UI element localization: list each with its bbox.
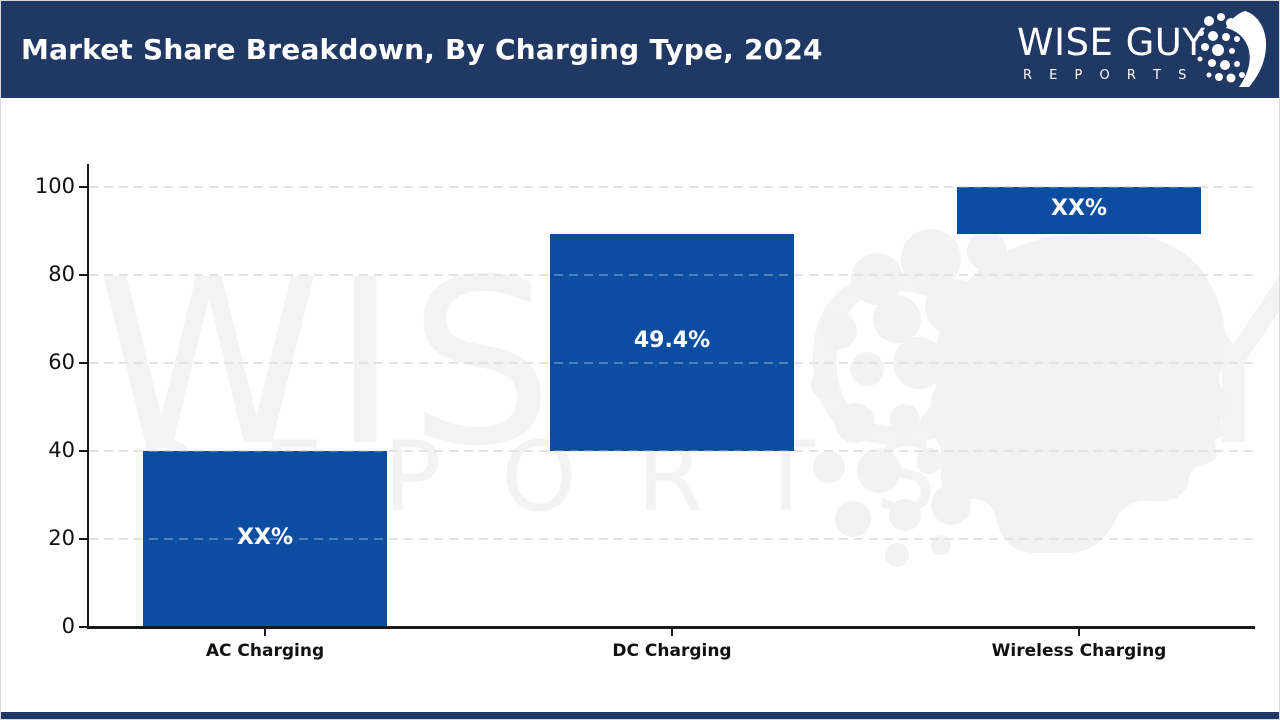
bar-value-label: 49.4% [633,328,711,354]
bar-value-label: XX% [237,525,293,550]
bar-segment [550,233,794,451]
logo-face-icon [1197,11,1267,87]
gridline-overlay [89,186,1254,188]
y-tick-label: 80 [48,262,75,286]
y-tick-mark [79,186,87,188]
x-tick-mark [264,629,266,636]
y-tick-mark [79,538,87,540]
y-tick-mark [79,274,87,276]
page-title: Market Share Breakdown, By Charging Type… [21,33,823,66]
footer-bar [1,712,1279,719]
header-bar: Market Share Breakdown, By Charging Type… [1,1,1279,98]
bar-segment [143,451,387,627]
x-tick-mark [671,629,673,636]
gridline [89,186,1254,188]
y-tick-mark [79,450,87,452]
x-category-label: Wireless Charging [991,641,1167,661]
x-tick-mark [1078,629,1080,636]
logo-subtitle: R E P O R T S [1023,68,1193,83]
y-tick-mark [79,626,87,628]
logo-wordmark: WISE GUY [1017,21,1205,64]
y-tick-label: 60 [48,350,75,374]
y-tick-label: 0 [61,614,75,638]
gridline-overlay [89,362,1254,364]
x-axis-line [87,626,1255,629]
gridline [89,450,1254,452]
y-tick-label: 20 [48,526,75,550]
bar-chart: 0 20 40 60 80 100 XX% 49.4% XX% AC Charging DC Cha… [1,98,1279,714]
gridline [89,538,1254,540]
y-tick-mark [79,362,87,364]
x-category-label: DC Charging [612,641,732,661]
x-category-label: AC Charging [205,641,325,661]
y-tick-label: 100 [34,174,75,198]
y-axis-line [87,164,89,629]
wiseguy-logo: WISE GUY R E P O R T S [1017,11,1267,87]
bar-segment [957,187,1201,234]
gridline-overlay [89,450,1254,452]
gridline-overlay [89,538,1254,540]
watermark-face-icon [811,229,1233,567]
y-tick-label: 40 [48,438,75,462]
gridline-overlay [89,274,1254,276]
bar-value-label: XX% [1051,196,1107,222]
